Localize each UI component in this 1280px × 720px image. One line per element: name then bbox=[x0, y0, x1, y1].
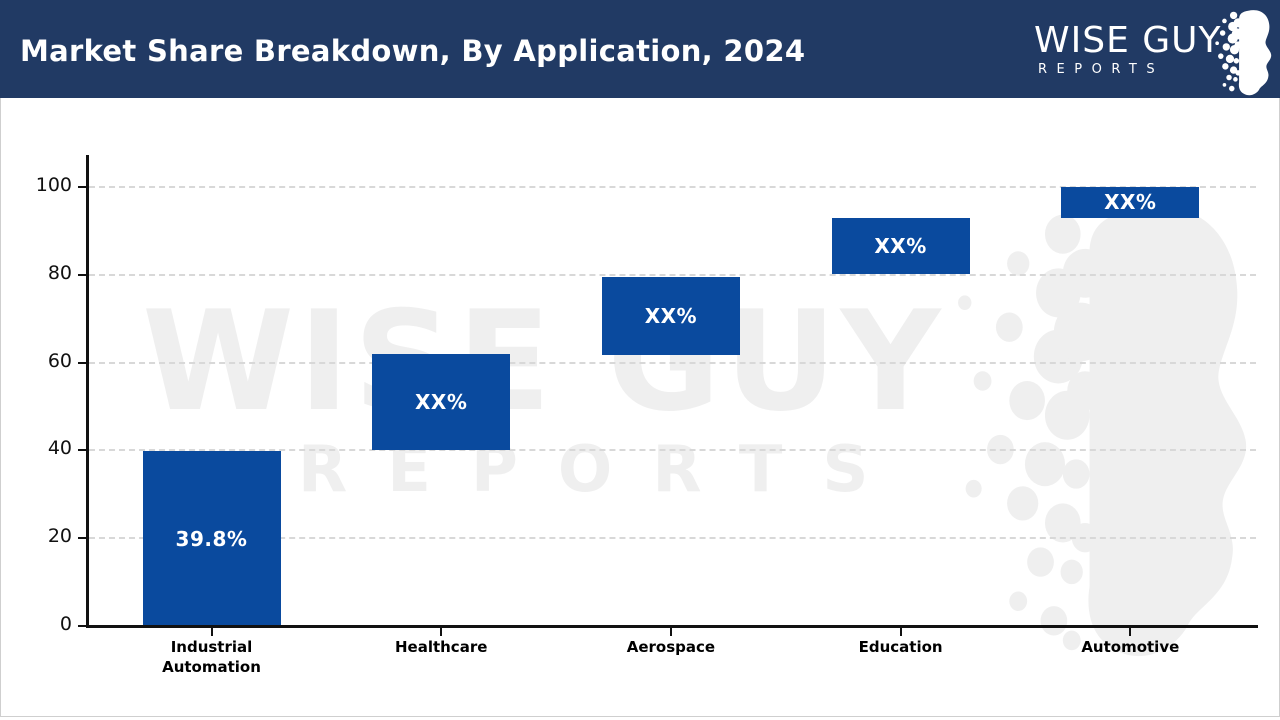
x-tick-mark bbox=[669, 628, 672, 636]
page-title: Market Share Breakdown, By Application, … bbox=[20, 34, 806, 68]
y-tick-label: 0 bbox=[59, 613, 72, 635]
watermark-face-icon bbox=[938, 195, 1250, 660]
y-tick-label: 80 bbox=[47, 261, 72, 284]
y-axis-line bbox=[86, 155, 89, 628]
y-tick-mark bbox=[78, 625, 87, 627]
x-tick-mark bbox=[210, 628, 213, 636]
bar-value-label: XX% bbox=[414, 389, 468, 414]
gridline bbox=[89, 186, 1256, 188]
y-tick-mark bbox=[78, 537, 87, 540]
bar-value-label: XX% bbox=[1104, 190, 1157, 215]
x-category-label: Industrial Automation bbox=[162, 638, 261, 676]
x-tick-mark bbox=[440, 628, 443, 636]
logo-wordmark: WISE GUY bbox=[1034, 20, 1222, 61]
x-category-label: Healthcare bbox=[394, 638, 488, 656]
y-tick-label: 40 bbox=[47, 437, 72, 460]
header-banner: Market Share Breakdown, By Application, … bbox=[0, 0, 1280, 98]
logo-face-icon bbox=[1208, 8, 1272, 96]
y-tick-mark bbox=[78, 186, 87, 188]
x-category-label: Education bbox=[858, 638, 943, 656]
bar-value-label: 39.8% bbox=[175, 526, 248, 551]
bar-value-label: XX% bbox=[874, 234, 927, 259]
gridline bbox=[89, 449, 1256, 452]
y-tick-mark bbox=[78, 273, 87, 276]
y-tick-label: 100 bbox=[35, 174, 72, 196]
y-tick-mark bbox=[78, 361, 87, 364]
x-category-label: Automotive bbox=[1081, 638, 1180, 656]
bar-healthcare: XX% bbox=[372, 354, 511, 450]
bar-aerospace: XX% bbox=[601, 276, 740, 355]
gridline bbox=[89, 537, 1256, 540]
gridline bbox=[89, 273, 1256, 276]
y-tick-label: 20 bbox=[47, 525, 72, 548]
gridline bbox=[89, 361, 1256, 364]
x-category-label: Aerospace bbox=[626, 638, 716, 656]
watermark-wordmark: WISE GUY bbox=[142, 281, 945, 442]
bar-automotive: XX% bbox=[1061, 186, 1200, 219]
x-tick-mark bbox=[899, 628, 902, 636]
wiseguy-logo: WISE GUY REPORTS bbox=[1034, 10, 1274, 96]
bar-value-label: XX% bbox=[644, 303, 698, 328]
logo-reports: REPORTS bbox=[1038, 62, 1165, 77]
y-tick-mark bbox=[78, 449, 87, 452]
y-tick-label: 60 bbox=[47, 349, 72, 372]
bar-industrial-automation: 39.8% bbox=[142, 451, 281, 626]
bar-education: XX% bbox=[831, 218, 970, 274]
x-tick-mark bbox=[1129, 628, 1132, 636]
x-axis-line bbox=[86, 625, 1258, 628]
